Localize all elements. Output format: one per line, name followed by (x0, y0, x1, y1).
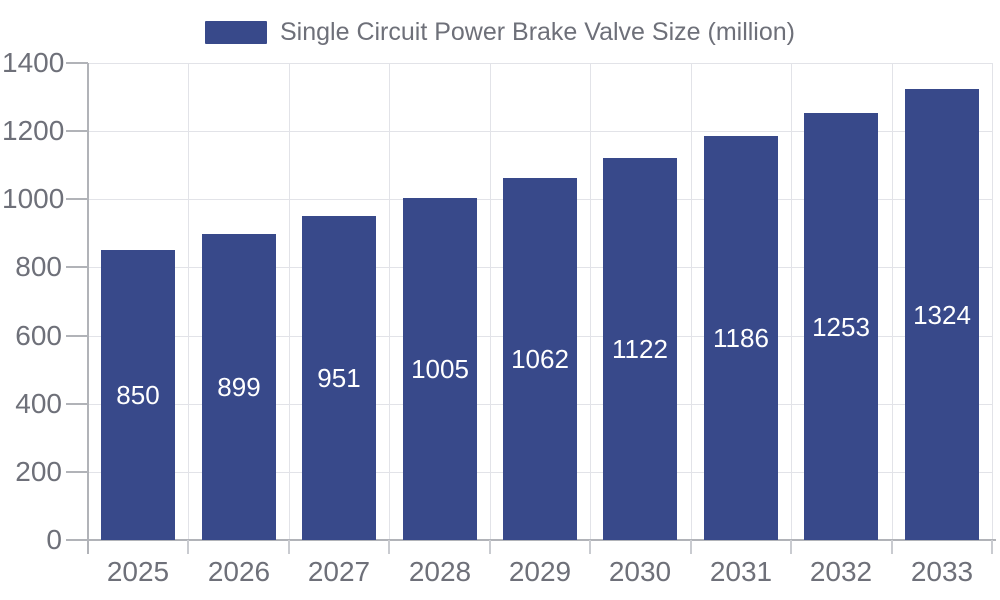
y-gridline (88, 63, 992, 64)
x-axis-tick (187, 540, 189, 554)
legend-swatch (205, 20, 267, 44)
bar-2032[interactable]: 1253 (804, 113, 878, 540)
bar-value-label: 951 (317, 363, 361, 393)
bar-2026[interactable]: 899 (202, 234, 276, 540)
x-gridline (188, 63, 189, 540)
x-gridline (590, 63, 591, 540)
x-axis-tick (589, 540, 591, 554)
bar-2025[interactable]: 850 (101, 250, 175, 540)
x-axis-line (86, 539, 996, 541)
y-axis-tick (66, 471, 88, 473)
x-axis-label-2033: 2033 (910, 556, 974, 587)
bar-2031[interactable]: 1186 (704, 136, 778, 540)
bar-value-label: 1324 (913, 299, 971, 330)
bar-2030[interactable]: 1122 (603, 158, 677, 540)
y-axis-tick (66, 62, 88, 64)
bar-value-label: 1062 (511, 344, 569, 374)
x-axis-tick (991, 540, 993, 554)
x-gridline (289, 63, 290, 540)
bar-value-label: 899 (217, 372, 261, 402)
y-axis-tick (66, 335, 88, 337)
x-gridline (791, 63, 792, 540)
x-gridline (892, 63, 893, 540)
bar-value-label: 1186 (713, 323, 769, 353)
y-axis-label: 1000 (2, 183, 65, 214)
x-axis-tick (891, 540, 893, 554)
y-axis-label: 400 (15, 388, 62, 419)
bar-2033[interactable]: 1324 (905, 89, 979, 540)
x-axis-label-2031: 2031 (709, 556, 773, 587)
x-axis-tick (87, 540, 89, 554)
y-gridline (88, 131, 992, 132)
bar-value-label: 1253 (812, 311, 870, 342)
y-axis-tick (66, 266, 88, 268)
y-axis-label: 600 (15, 320, 62, 351)
y-axis-tick (66, 130, 88, 132)
x-axis-label-2032: 2032 (809, 556, 873, 587)
bar-value-label: 1005 (411, 354, 469, 384)
x-axis-tick (489, 540, 491, 554)
bar-value-label: 1122 (612, 334, 668, 364)
x-axis-label-2028: 2028 (408, 556, 472, 587)
y-axis-label: 200 (15, 456, 62, 487)
x-axis-tick (288, 540, 290, 554)
x-gridline (490, 63, 491, 540)
y-axis-label: 800 (15, 251, 62, 282)
x-axis-label-2026: 2026 (207, 556, 271, 587)
x-axis-tick (790, 540, 792, 554)
y-axis-tick (66, 539, 88, 541)
x-axis-tick (388, 540, 390, 554)
x-axis-label-2030: 2030 (608, 556, 672, 587)
y-axis-tick (66, 198, 88, 200)
x-axis-label-2029: 2029 (508, 556, 572, 587)
legend-label: Single Circuit Power Brake Valve Size (m… (280, 18, 795, 46)
x-axis-label-2027: 2027 (307, 556, 371, 587)
legend-item[interactable]: Single Circuit Power Brake Valve Size (m… (205, 17, 795, 47)
x-gridline (992, 63, 993, 540)
y-axis-tick (66, 403, 88, 405)
bar-2027[interactable]: 951 (302, 216, 376, 540)
bar-value-label: 850 (116, 380, 160, 410)
x-gridline (691, 63, 692, 540)
x-axis-label-2025: 2025 (106, 556, 170, 587)
y-axis-label: 0 (46, 524, 62, 555)
bar-2028[interactable]: 1005 (403, 198, 477, 540)
x-gridline (389, 63, 390, 540)
y-axis-label: 1400 (2, 47, 65, 78)
bar-2029[interactable]: 1062 (503, 178, 577, 540)
y-axis-label: 1200 (2, 115, 65, 146)
y-axis-line (87, 63, 89, 540)
x-axis-tick (690, 540, 692, 554)
